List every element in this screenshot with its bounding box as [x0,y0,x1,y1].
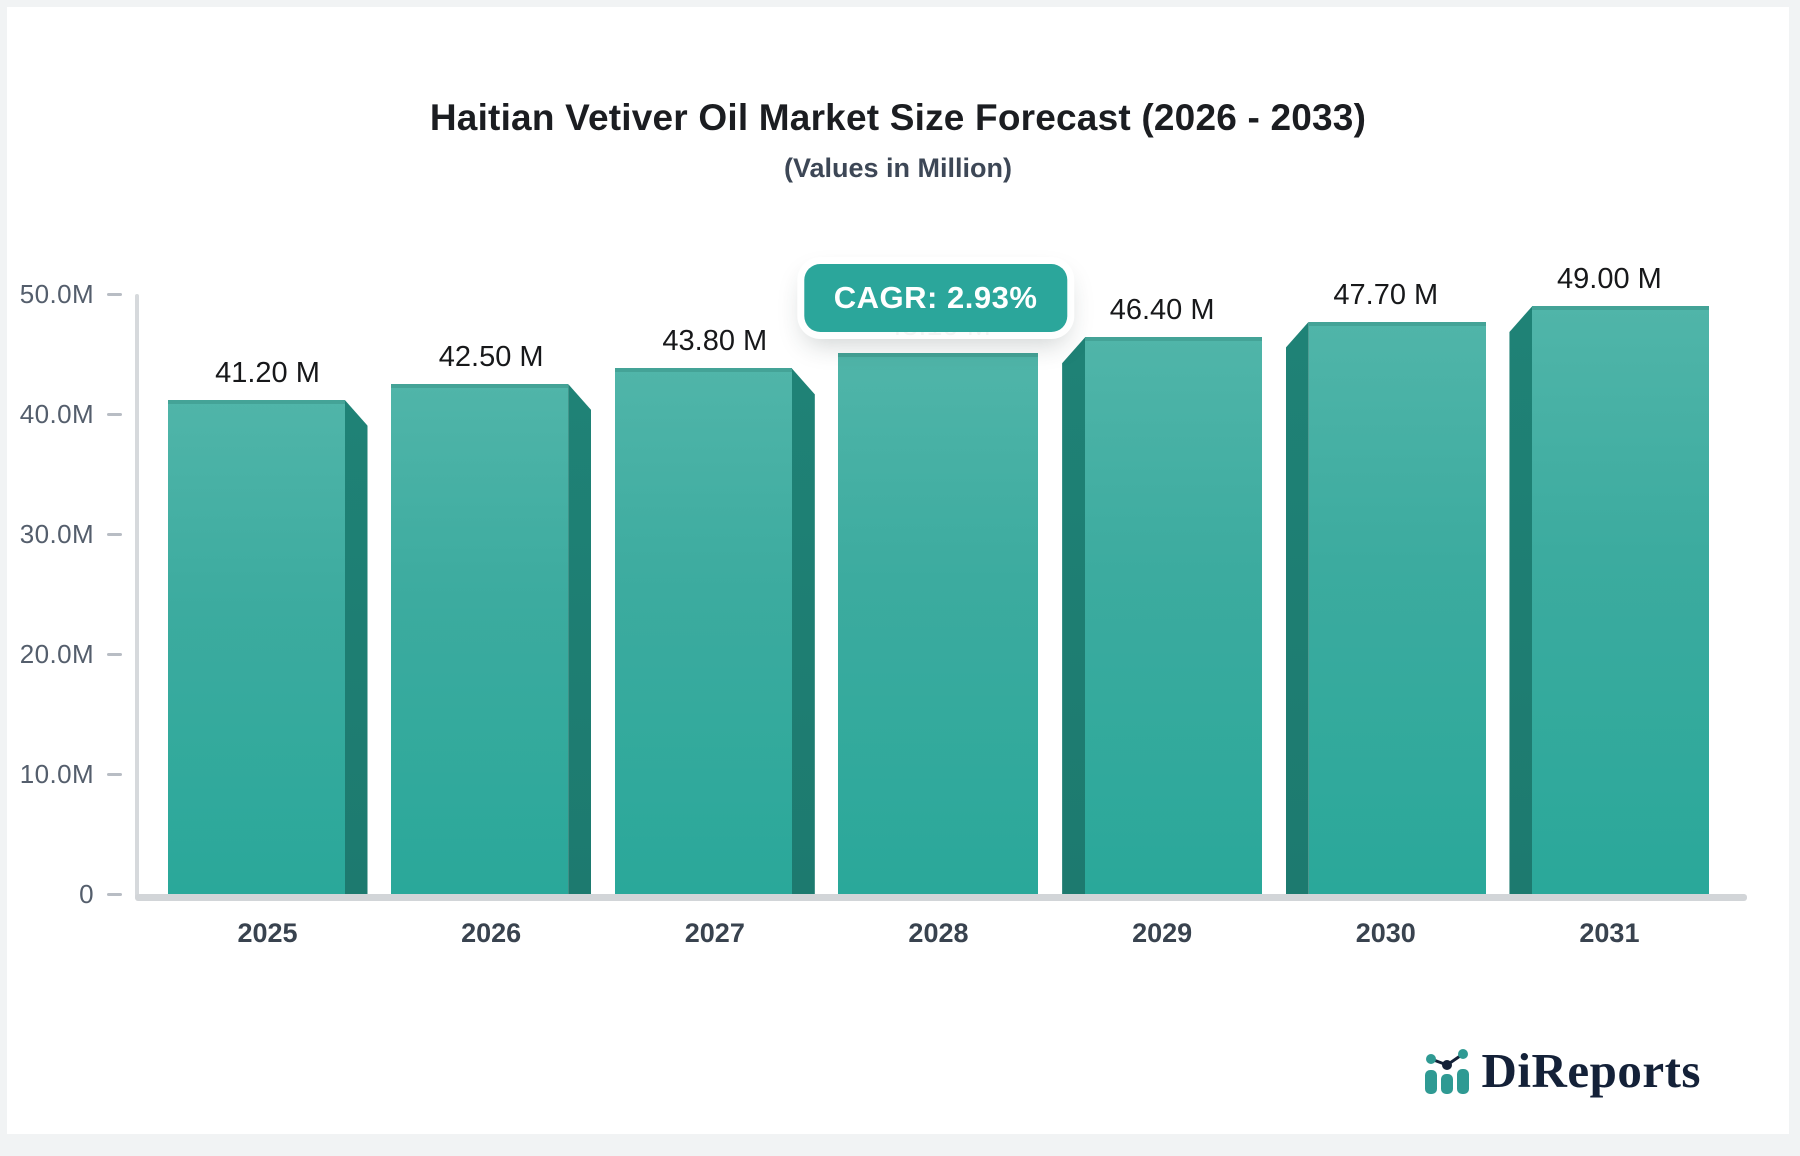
bar-2029: 46.40 M [1062,294,1263,894]
x-axis-label-2028: 2028 [908,918,969,948]
y-axis-line [135,294,139,898]
x-axis-label-2026: 2026 [461,918,522,948]
y-tick-label: 10.0M [19,758,94,789]
chart-title: Haitian Vetiver Oil Market Size Forecast… [429,97,1367,138]
cagr-badge: CAGR: 2.93% [803,264,1068,332]
chart-card: Haitian Vetiver Oil Market Size Forecast… [7,7,1789,1134]
bar-2025: 41.20 M [167,357,368,894]
x-axis-label-2025: 2025 [237,918,298,948]
bar-slot: 45.10 M [827,294,1050,894]
y-tick-dash [107,892,122,896]
bar-value-label: 43.80 M [662,325,768,358]
y-tick-dash [107,772,122,776]
x-axis-label-2027: 2027 [684,918,745,948]
logo-text: DiReports [1481,1043,1701,1099]
bar-2027: 43.80 M [614,325,815,894]
x-axis-baseline [135,894,1747,901]
bar-front-face [391,384,569,894]
bar-side-face [1062,337,1086,894]
bar-slot: 41.20 M [156,294,379,894]
bar-value-label: 41.20 M [215,356,320,389]
brand-logo: DiReports [1421,1034,1701,1099]
y-tick: 20.0M [0,639,122,669]
bar-front-face [838,352,1039,894]
bar-2026: 42.50 M [391,341,592,894]
bar-front-face [1532,306,1710,894]
bar-side-face [1509,306,1533,894]
plot-area: 0 10.0M 20.0M 30.0M 40.0M 50.0M 41.20 M 42.50 … [20,263,1747,948]
bar-side-face [1285,321,1309,894]
bar-value-label: 42.50 M [438,341,544,373]
y-tick: 40.0M [0,399,122,429]
y-tick-dash [107,532,122,536]
y-tick: 50.0M [0,279,122,309]
x-axis-label-2031: 2031 [1579,918,1640,948]
bar-front-face [167,399,345,894]
bar-2030: 47.70 M [1285,279,1486,894]
bar-side-face [344,399,368,894]
x-axis-label-2030: 2030 [1355,918,1416,948]
bar-value-label: 49.00 M [1557,263,1662,295]
y-tick-label: 20.0M [19,638,94,669]
bar-front-face [614,368,792,894]
y-tick-label: 0 [79,878,94,909]
y-tick-label: 30.0M [19,518,94,549]
y-tick-label: 50.0M [19,278,94,309]
y-tick: 30.0M [0,519,122,549]
bar-value-label: 46.40 M [1109,294,1215,327]
y-tick-dash [107,412,122,416]
bar-slot: 43.80 M [603,294,826,894]
y-tick: 0 [0,879,122,909]
y-tick-label: 40.0M [19,398,94,429]
y-tick: 10.0M [0,759,122,789]
bar-value-label: 47.70 M [1333,278,1439,311]
bar-slot: 42.50 M [380,294,603,894]
bar-chart-logo-icon [1421,1034,1473,1094]
bar-2031: 49.00 M [1509,263,1710,894]
bar-slot: 49.00 M [1498,263,1721,894]
y-tick-dash [107,652,122,656]
bar-slot: 46.40 M [1051,294,1274,894]
bar-2028: 45.10 M [838,310,1039,894]
bars-row: 41.20 M 42.50 M 43.80 M 45.10 M 46.40 M 47.70… [140,263,1747,894]
y-tick-dash [107,292,122,296]
bar-front-face [1308,321,1486,894]
x-labels-row: 2025 2026 2027 2028 2029 2030 2031 [140,918,1747,949]
bar-front-face [1085,337,1263,894]
bar-slot: 47.70 M [1274,279,1497,894]
bar-side-face [791,368,815,894]
chart-subtitle: (Values in Million) [783,153,1013,183]
bar-side-face [568,384,592,894]
x-axis-label-2029: 2029 [1132,918,1193,948]
